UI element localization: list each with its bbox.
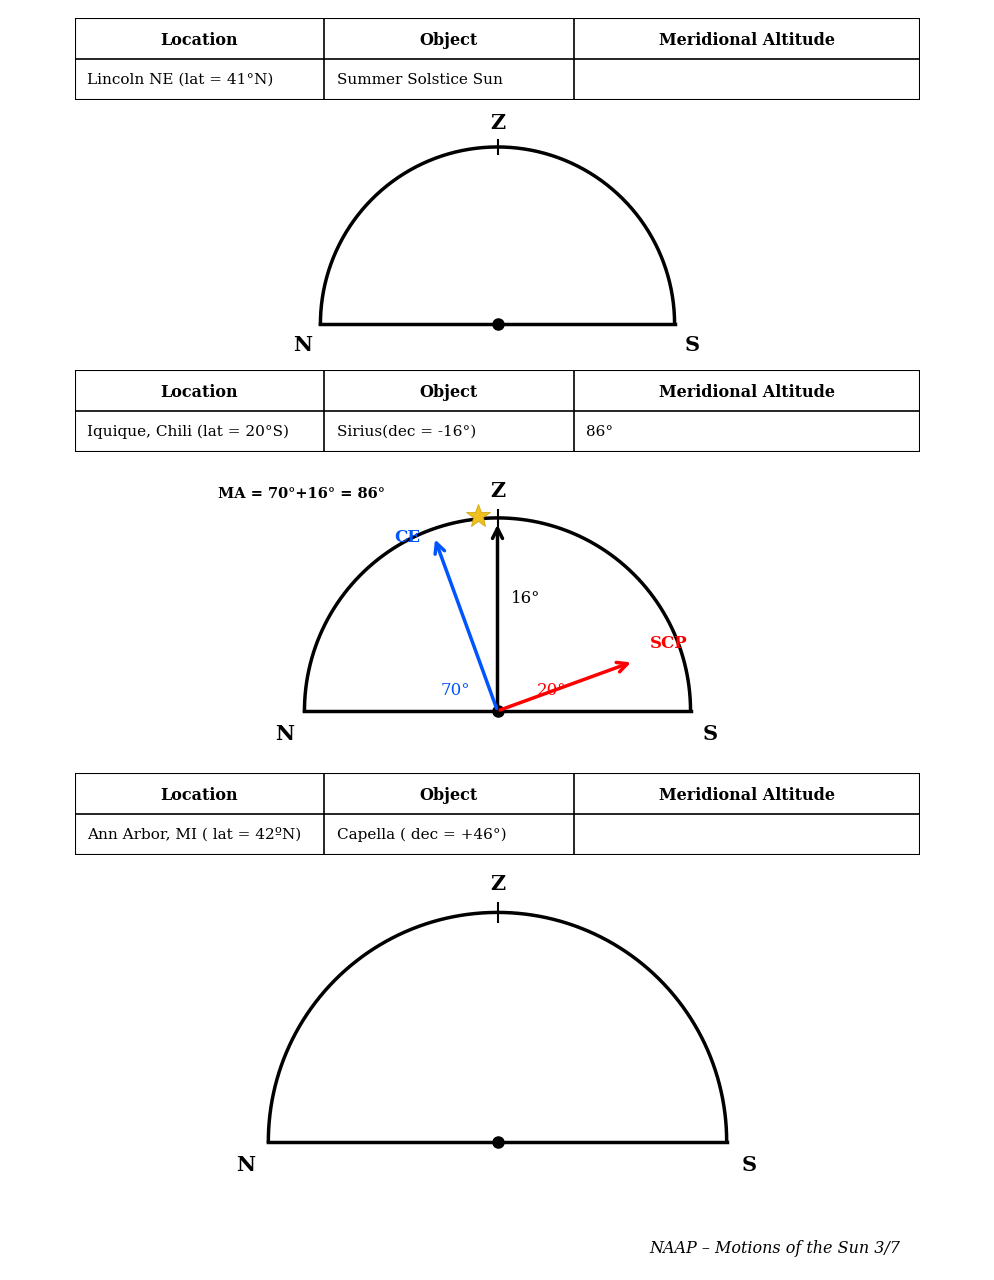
Text: Iquique, Chili (lat = 20°S): Iquique, Chili (lat = 20°S) bbox=[87, 424, 289, 439]
Text: S: S bbox=[702, 724, 717, 745]
Text: Capella ( dec = +46°): Capella ( dec = +46°) bbox=[336, 827, 506, 842]
Text: Location: Location bbox=[160, 787, 238, 804]
Text: Location: Location bbox=[160, 32, 238, 49]
Text: 86°: 86° bbox=[585, 425, 613, 439]
Text: Lincoln NE (lat = 41°N): Lincoln NE (lat = 41°N) bbox=[87, 73, 273, 87]
Text: Sirius(dec = -16°): Sirius(dec = -16°) bbox=[336, 425, 475, 439]
Text: S: S bbox=[684, 334, 699, 355]
Text: Ann Arbor, MI ( lat = 42ºN): Ann Arbor, MI ( lat = 42ºN) bbox=[87, 827, 301, 842]
Text: Object: Object bbox=[419, 787, 477, 804]
Text: Summer Solstice Sun: Summer Solstice Sun bbox=[336, 73, 502, 87]
Text: Object: Object bbox=[419, 32, 477, 49]
Text: S: S bbox=[742, 1156, 756, 1175]
Text: N: N bbox=[275, 724, 294, 745]
Text: 20°: 20° bbox=[536, 682, 566, 699]
Text: N: N bbox=[293, 334, 312, 355]
Text: SCP: SCP bbox=[650, 635, 687, 653]
Text: Z: Z bbox=[489, 480, 505, 500]
Text: Z: Z bbox=[489, 874, 505, 895]
Text: Meridional Altitude: Meridional Altitude bbox=[658, 384, 834, 401]
Text: 16°: 16° bbox=[511, 590, 540, 608]
Text: CE: CE bbox=[394, 529, 419, 545]
Text: Z: Z bbox=[489, 113, 505, 133]
Text: N: N bbox=[236, 1156, 254, 1175]
Text: MA = 70°+16° = 86°: MA = 70°+16° = 86° bbox=[218, 486, 385, 500]
Text: Meridional Altitude: Meridional Altitude bbox=[658, 32, 834, 49]
Text: 70°: 70° bbox=[439, 682, 469, 699]
Text: NAAP – Motions of the Sun 3/7: NAAP – Motions of the Sun 3/7 bbox=[649, 1240, 900, 1257]
Text: Object: Object bbox=[419, 384, 477, 401]
Text: Location: Location bbox=[160, 384, 238, 401]
Text: Meridional Altitude: Meridional Altitude bbox=[658, 787, 834, 804]
